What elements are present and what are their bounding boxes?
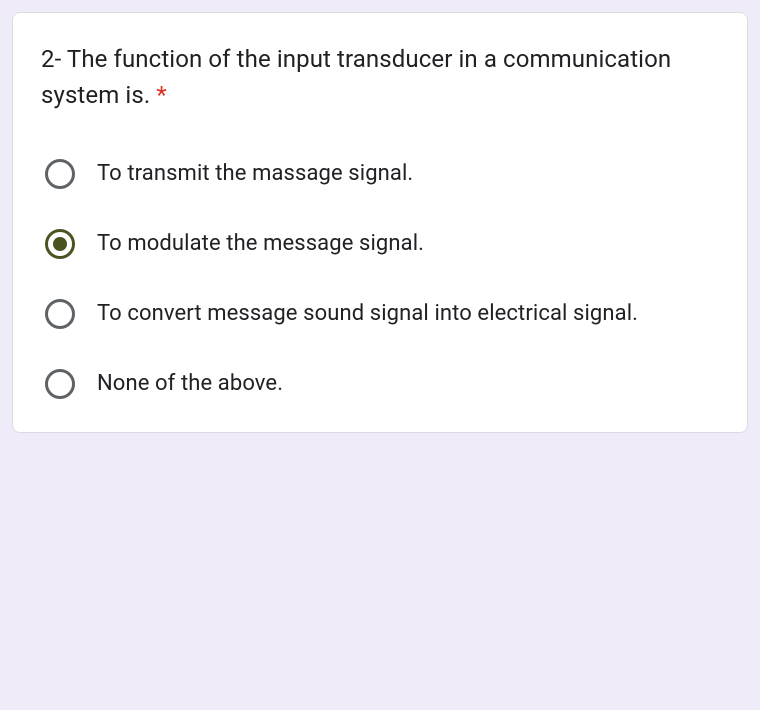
question-text: 2- The function of the input transducer … xyxy=(41,41,719,113)
radio-button-1[interactable] xyxy=(45,229,75,259)
option-label-1: To modulate the message signal. xyxy=(97,228,424,260)
option-1[interactable]: To modulate the message signal. xyxy=(45,228,719,260)
option-label-3: None of the above. xyxy=(97,368,283,400)
question-label: 2- The function of the input transducer … xyxy=(41,45,671,109)
radio-dot-icon xyxy=(53,237,67,251)
question-card: 2- The function of the input transducer … xyxy=(12,12,748,433)
radio-button-2[interactable] xyxy=(45,299,75,329)
required-asterisk: * xyxy=(156,81,166,109)
option-2[interactable]: To convert message sound signal into ele… xyxy=(45,298,719,330)
option-3[interactable]: None of the above. xyxy=(45,368,719,400)
option-0[interactable]: To transmit the massage signal. xyxy=(45,158,719,190)
option-label-2: To convert message sound signal into ele… xyxy=(97,298,638,330)
options-group: To transmit the massage signal. To modul… xyxy=(41,158,719,400)
radio-button-3[interactable] xyxy=(45,369,75,399)
radio-button-0[interactable] xyxy=(45,159,75,189)
option-label-0: To transmit the massage signal. xyxy=(97,158,413,190)
